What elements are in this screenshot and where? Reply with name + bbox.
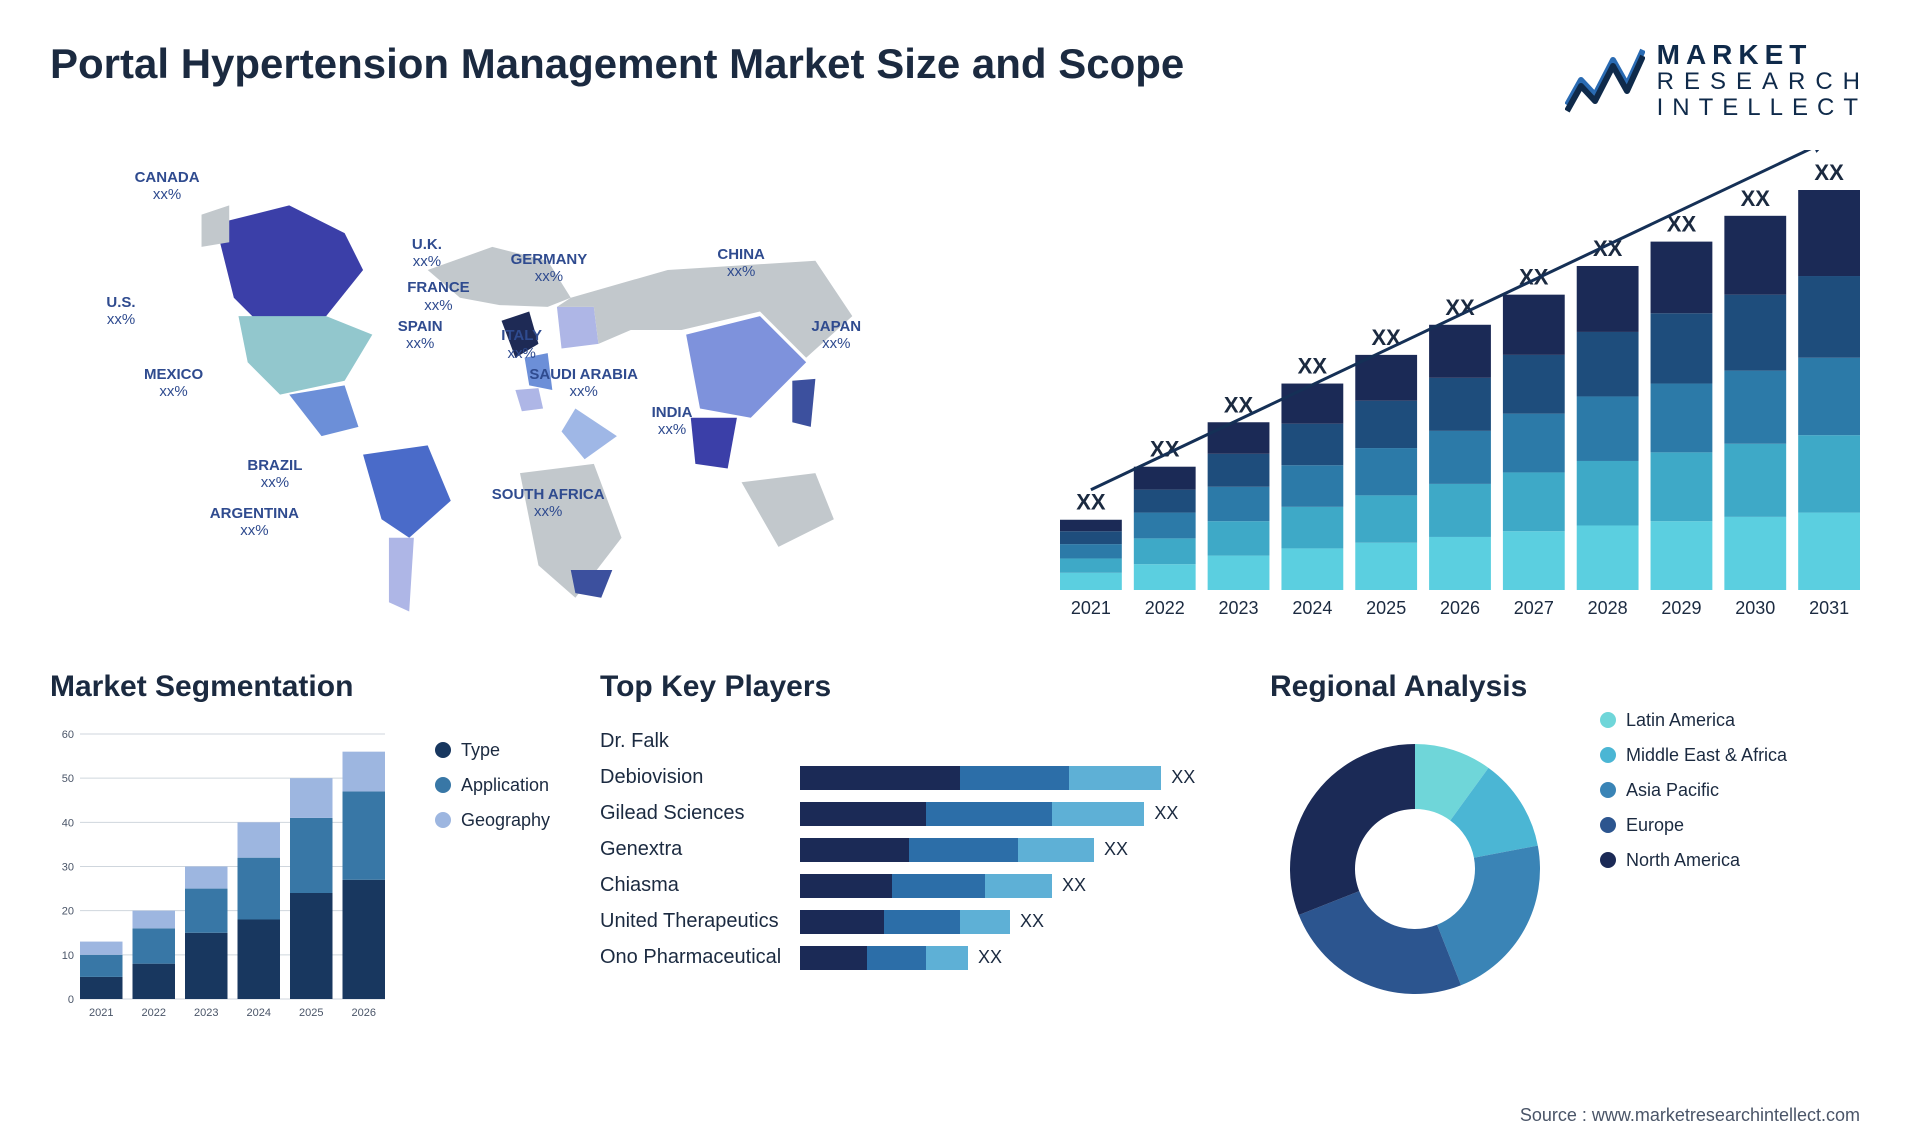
svg-text:2027: 2027 <box>1514 598 1554 618</box>
svg-text:2022: 2022 <box>142 1007 166 1019</box>
svg-text:2031: 2031 <box>1809 598 1849 618</box>
svg-text:40: 40 <box>62 817 74 829</box>
source-attribution: Source : www.marketresearchintellect.com <box>1520 1105 1860 1126</box>
svg-text:2024: 2024 <box>1292 598 1332 618</box>
players-list: Dr. FalkDebiovisionXXGilead SciencesXXGe… <box>600 724 1220 976</box>
brand-logo: MARKET RESEARCH INTELLECT <box>1565 40 1870 120</box>
svg-text:XX: XX <box>1076 490 1106 515</box>
svg-text:2026: 2026 <box>1440 598 1480 618</box>
segmentation-title: Market Segmentation <box>50 670 435 704</box>
map-label-canada: CANADAxx% <box>135 169 200 204</box>
segmentation-legend: Type Application Geography <box>435 740 550 1050</box>
seg-legend-geography: Geography <box>435 810 550 831</box>
svg-text:XX: XX <box>1741 186 1771 211</box>
svg-text:10: 10 <box>62 950 74 962</box>
map-label-germany: GERMANYxx% <box>511 251 588 286</box>
page-title: Portal Hypertension Management Market Si… <box>50 40 1184 88</box>
svg-text:2023: 2023 <box>194 1007 218 1019</box>
map-label-france: FRANCExx% <box>407 279 470 314</box>
logo-icon <box>1565 45 1645 115</box>
svg-text:2025: 2025 <box>299 1007 323 1019</box>
regional-legend-item: Middle East & Africa <box>1600 745 1787 766</box>
map-label-u-k-: U.K.xx% <box>412 236 442 271</box>
seg-legend-application: Application <box>435 775 550 796</box>
map-label-spain: SPAINxx% <box>398 318 443 353</box>
main-bar-chart: XX2021XX2022XX2023XX2024XX2025XX2026XX20… <box>1050 150 1870 630</box>
regional-legend-item: Asia Pacific <box>1600 780 1787 801</box>
players-title: Top Key Players <box>600 670 1220 704</box>
map-label-india: INDIAxx% <box>652 404 693 439</box>
svg-text:30: 30 <box>62 861 74 873</box>
regional-legend: Latin America Middle East & Africa Asia Pa… <box>1600 710 1787 1050</box>
regional-legend-item: North America <box>1600 850 1787 871</box>
map-label-brazil: BRAZILxx% <box>247 457 302 492</box>
player-row-title: Dr. Falk <box>600 724 1220 760</box>
seg-legend-type: Type <box>435 740 550 761</box>
player-row: ChiasmaXX <box>600 868 1220 904</box>
map-label-argentina: ARGENTINAxx% <box>210 505 299 540</box>
svg-text:XX: XX <box>1814 160 1844 185</box>
player-row: Ono PharmaceuticalXX <box>600 940 1220 976</box>
player-row: United TherapeuticsXX <box>600 904 1220 940</box>
map-label-china: CHINAxx% <box>717 246 765 281</box>
svg-text:20: 20 <box>62 905 74 917</box>
player-row: GenextraXX <box>600 832 1220 868</box>
svg-text:2028: 2028 <box>1588 598 1628 618</box>
regional-donut <box>1270 724 1560 1019</box>
player-row: DebiovisionXX <box>600 760 1220 796</box>
regional-legend-item: Europe <box>1600 815 1787 836</box>
map-label-italy: ITALYxx% <box>501 327 542 362</box>
svg-text:2021: 2021 <box>1071 598 1111 618</box>
player-row: Gilead SciencesXX <box>600 796 1220 832</box>
svg-text:50: 50 <box>62 773 74 785</box>
regional-legend-item: Latin America <box>1600 710 1787 731</box>
logo-line2: RESEARCH <box>1657 69 1870 94</box>
map-label-mexico: MEXICOxx% <box>144 366 203 401</box>
map-label-japan: JAPANxx% <box>811 318 861 353</box>
svg-text:2023: 2023 <box>1219 598 1259 618</box>
svg-text:2029: 2029 <box>1661 598 1701 618</box>
map-label-south-africa: SOUTH AFRICAxx% <box>492 486 605 521</box>
svg-text:2021: 2021 <box>89 1007 113 1019</box>
svg-text:2025: 2025 <box>1366 598 1406 618</box>
map-label-saudi-arabia: SAUDI ARABIAxx% <box>529 366 638 401</box>
svg-text:2026: 2026 <box>352 1007 376 1019</box>
svg-text:2022: 2022 <box>1145 598 1185 618</box>
world-map: CANADAxx% U.S.xx% MEXICOxx% BRAZILxx% ARGENT… <box>50 150 990 630</box>
logo-line3: INTELLECT <box>1657 95 1870 120</box>
svg-text:0: 0 <box>68 994 74 1006</box>
svg-text:2024: 2024 <box>247 1007 271 1019</box>
regional-title: Regional Analysis <box>1270 670 1560 704</box>
map-label-u-s-: U.S.xx% <box>106 294 135 329</box>
svg-text:60: 60 <box>62 729 74 741</box>
svg-text:XX: XX <box>1298 353 1328 378</box>
logo-line1: MARKET <box>1657 40 1870 69</box>
svg-text:2030: 2030 <box>1735 598 1775 618</box>
segmentation-chart: 0 10 20 30 40 50 60 2021 2022 2023 2024 2025 2026 <box>50 724 390 1029</box>
